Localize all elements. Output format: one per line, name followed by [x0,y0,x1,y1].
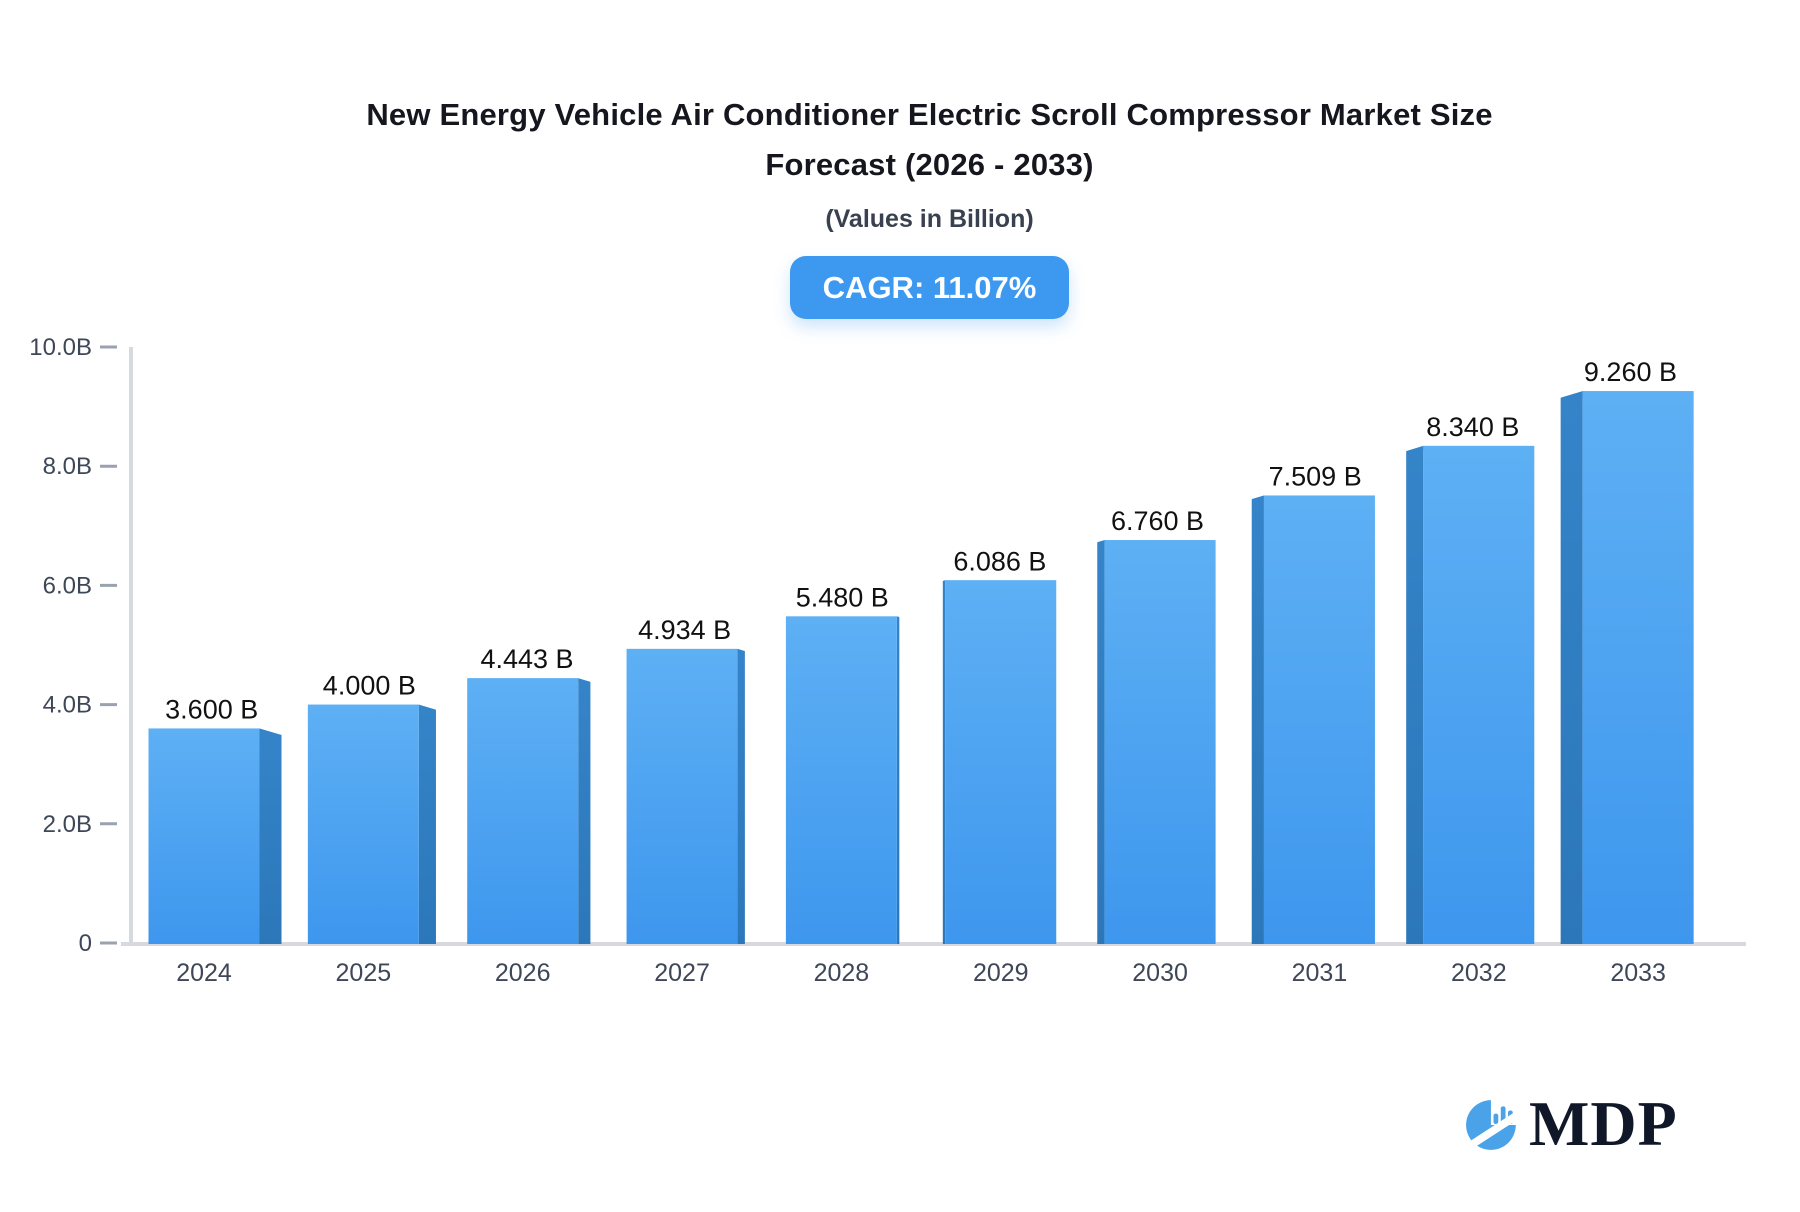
y-tick-label: 8.0B [43,453,92,480]
bar-value-label: 6.760 B [1111,506,1204,536]
bar-front-face [1582,391,1694,944]
bar-2033: 9.260 B 2033 [1560,357,1694,987]
bar-value-label: 6.086 B [953,546,1046,576]
chart-title-line1: New Energy Vehicle Air Conditioner Elect… [366,97,1493,132]
bar-value-label: 4.000 B [323,671,416,701]
x-axis-label: 2024 [176,959,232,987]
bar-front-face [148,728,260,944]
x-axis-label: 2031 [1292,959,1348,987]
bar-side-face [737,648,745,944]
cagr-badge: CAGR: 11.07% [789,256,1070,319]
bar-value-label: 7.509 B [1269,461,1362,491]
x-axis-label: 2033 [1610,959,1666,987]
bar-front-face [1263,495,1375,944]
chart-subtitle: (Values in Billion) [825,205,1034,233]
mdp-logo: MDP [1464,1088,1678,1159]
bar-2030: 6.760 B 2030 [1097,506,1216,987]
x-axis-label: 2027 [654,959,710,987]
y-tick-label: 4.0B [43,692,92,719]
bar-side-face [896,616,900,944]
bar-2032: 8.340 B 2032 [1406,412,1535,987]
x-axis-label: 2032 [1451,959,1507,987]
y-tick-label: 0 [79,930,92,957]
bar-value-label: 5.480 B [796,582,889,612]
bar-2028: 5.480 B 2028 [785,582,900,987]
chart-header: New Energy Vehicle Air Conditioner Elect… [113,90,1746,319]
x-axis-label: 2029 [973,959,1029,987]
bar-2026: 4.443 B 2026 [467,644,591,987]
chart-title-line2: Forecast (2026 - 2033) [765,147,1094,182]
bar-value-label: 8.340 B [1426,412,1519,442]
y-tick-label: 6.0B [43,572,92,599]
bar-front-face [945,580,1057,944]
bar-side-face [578,678,591,944]
pie-bar-logo-icon [1465,1098,1522,1151]
bar-2027: 4.934 B 2027 [626,615,745,987]
bar-side-face [259,728,282,944]
y-tick-label: 2.0B [43,811,92,838]
bars: 3.600 B 2024 4.000 B 2025 4.443 B 2026 4.934 B… [148,357,1694,987]
bar-side-face [418,704,436,944]
y-tick-label: 10.0B [29,334,92,361]
mdp-logo-text: MDP [1529,1088,1678,1159]
x-axis-label: 2028 [814,959,870,987]
bar-side-face [1097,540,1105,944]
bar-front-face [1104,540,1216,944]
bar-value-label: 9.260 B [1584,357,1677,387]
bar-side-face [1560,391,1583,944]
bar-side-face [942,580,946,944]
x-axis-label: 2025 [336,959,392,987]
axes: 0 2.0B 4.0B 6.0B 8.0B 10.0B [29,334,1746,957]
bar-side-face [1406,445,1424,944]
bar-front-face [307,704,419,944]
bar-2029: 6.086 B 2029 [942,546,1057,987]
chart-title: New Energy Vehicle Air Conditioner Elect… [113,90,1746,190]
bar-value-label: 4.934 B [638,615,731,645]
x-axis-label: 2026 [495,959,551,987]
bar-2031: 7.509 B 2031 [1251,461,1375,987]
bar-value-label: 4.443 B [480,644,573,674]
bar-front-face [785,616,897,944]
bar-2025: 4.000 B 2025 [307,671,436,987]
bar-front-face [626,648,738,944]
bar-front-face [467,678,579,944]
bar-value-label: 3.600 B [165,694,258,724]
bar-front-face [1423,445,1535,944]
bar-2024: 3.600 B 2024 [148,694,282,987]
bar-side-face [1251,495,1264,944]
x-axis-label: 2030 [1132,959,1188,987]
